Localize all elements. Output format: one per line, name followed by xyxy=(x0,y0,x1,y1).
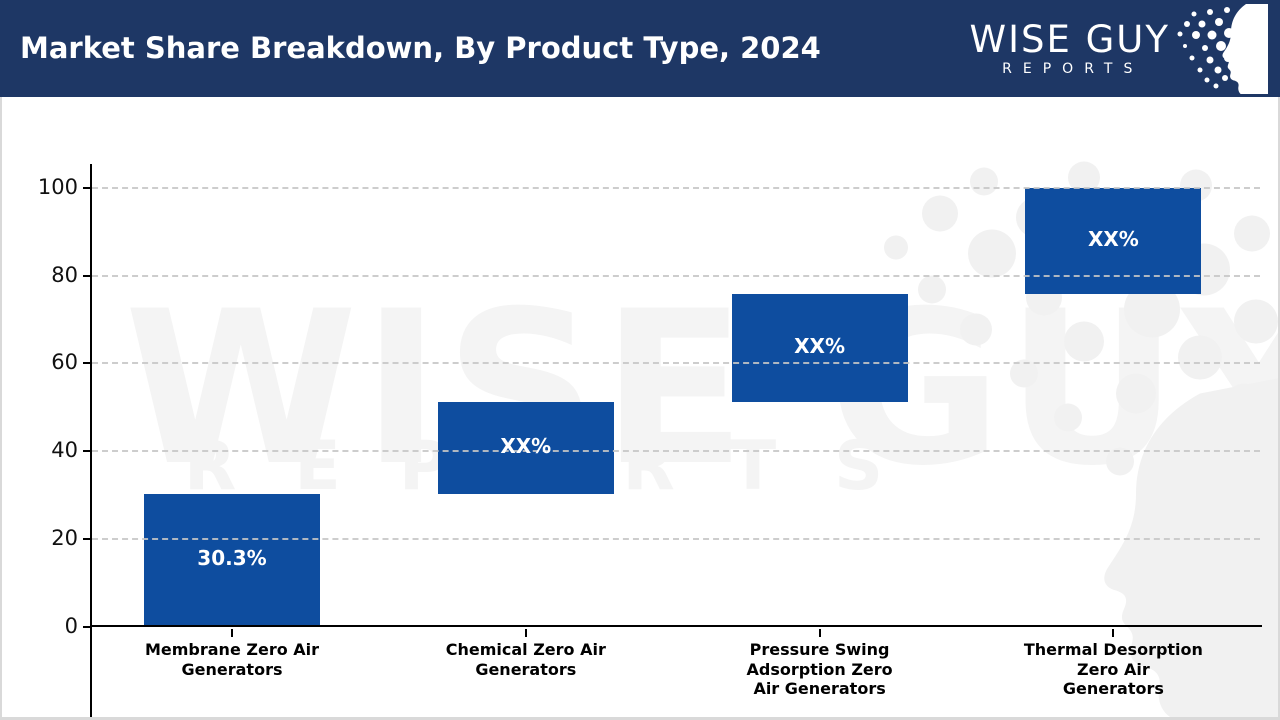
watermark-wordmark: WISE GUY xyxy=(124,265,1280,512)
bar xyxy=(144,493,320,627)
gridline xyxy=(92,538,1260,541)
y-tick-label: 60 xyxy=(51,350,78,375)
x-category-label: Pressure Swing Adsorption Zero Air Gener… xyxy=(746,640,893,698)
x-tick-mark xyxy=(524,629,527,637)
bar-value-label: XX% xyxy=(500,433,552,458)
logo-subtitle: REPORTS xyxy=(1002,60,1144,77)
logo-face-icon xyxy=(1177,3,1268,94)
y-tick-label: 100 xyxy=(37,174,78,199)
logo-text: WISE GUY REPORTS xyxy=(969,17,1170,77)
x-tick-mark xyxy=(1112,629,1115,637)
y-tick-mark xyxy=(83,362,90,365)
y-tick-mark xyxy=(83,626,90,628)
x-category-label: Chemical Zero Air Generators xyxy=(445,640,606,679)
y-tick-mark xyxy=(83,450,90,453)
y-tick-mark xyxy=(83,186,90,189)
x-category-label: Membrane Zero Air Generators xyxy=(144,640,320,679)
page-title: Market Share Breakdown, By Product Type,… xyxy=(20,31,821,65)
y-tick-label: 80 xyxy=(51,262,78,287)
y-tick-label: 20 xyxy=(51,526,78,551)
y-tick-label: 0 xyxy=(64,614,78,638)
y-axis xyxy=(90,164,92,717)
bar-value-label: 30.3% xyxy=(197,546,267,571)
x-axis xyxy=(90,625,1262,627)
y-tick-mark xyxy=(83,538,90,541)
y-tick-label: 40 xyxy=(51,438,78,463)
gridline xyxy=(92,186,1260,189)
gridline xyxy=(92,274,1260,277)
x-tick-mark xyxy=(818,629,821,637)
x-tick-mark xyxy=(231,629,233,637)
x-category-label: Thermal Desorption Zero Air Generators xyxy=(1023,640,1203,698)
gridline xyxy=(92,450,1260,453)
logo-wordmark: WISE GUY xyxy=(969,17,1170,61)
header: Market Share Breakdown, By Product Type,… xyxy=(0,0,1280,97)
chart-area: WISE GUY REPORTS 02040608010030.3%Membra… xyxy=(0,97,1280,720)
logo: WISE GUY REPORTS xyxy=(970,0,1268,97)
bar-value-label: XX% xyxy=(1087,226,1139,251)
gridline xyxy=(92,362,1260,365)
y-tick-mark xyxy=(83,274,90,277)
bar xyxy=(437,401,614,494)
bar xyxy=(731,294,908,402)
bar-value-label: XX% xyxy=(794,333,846,358)
